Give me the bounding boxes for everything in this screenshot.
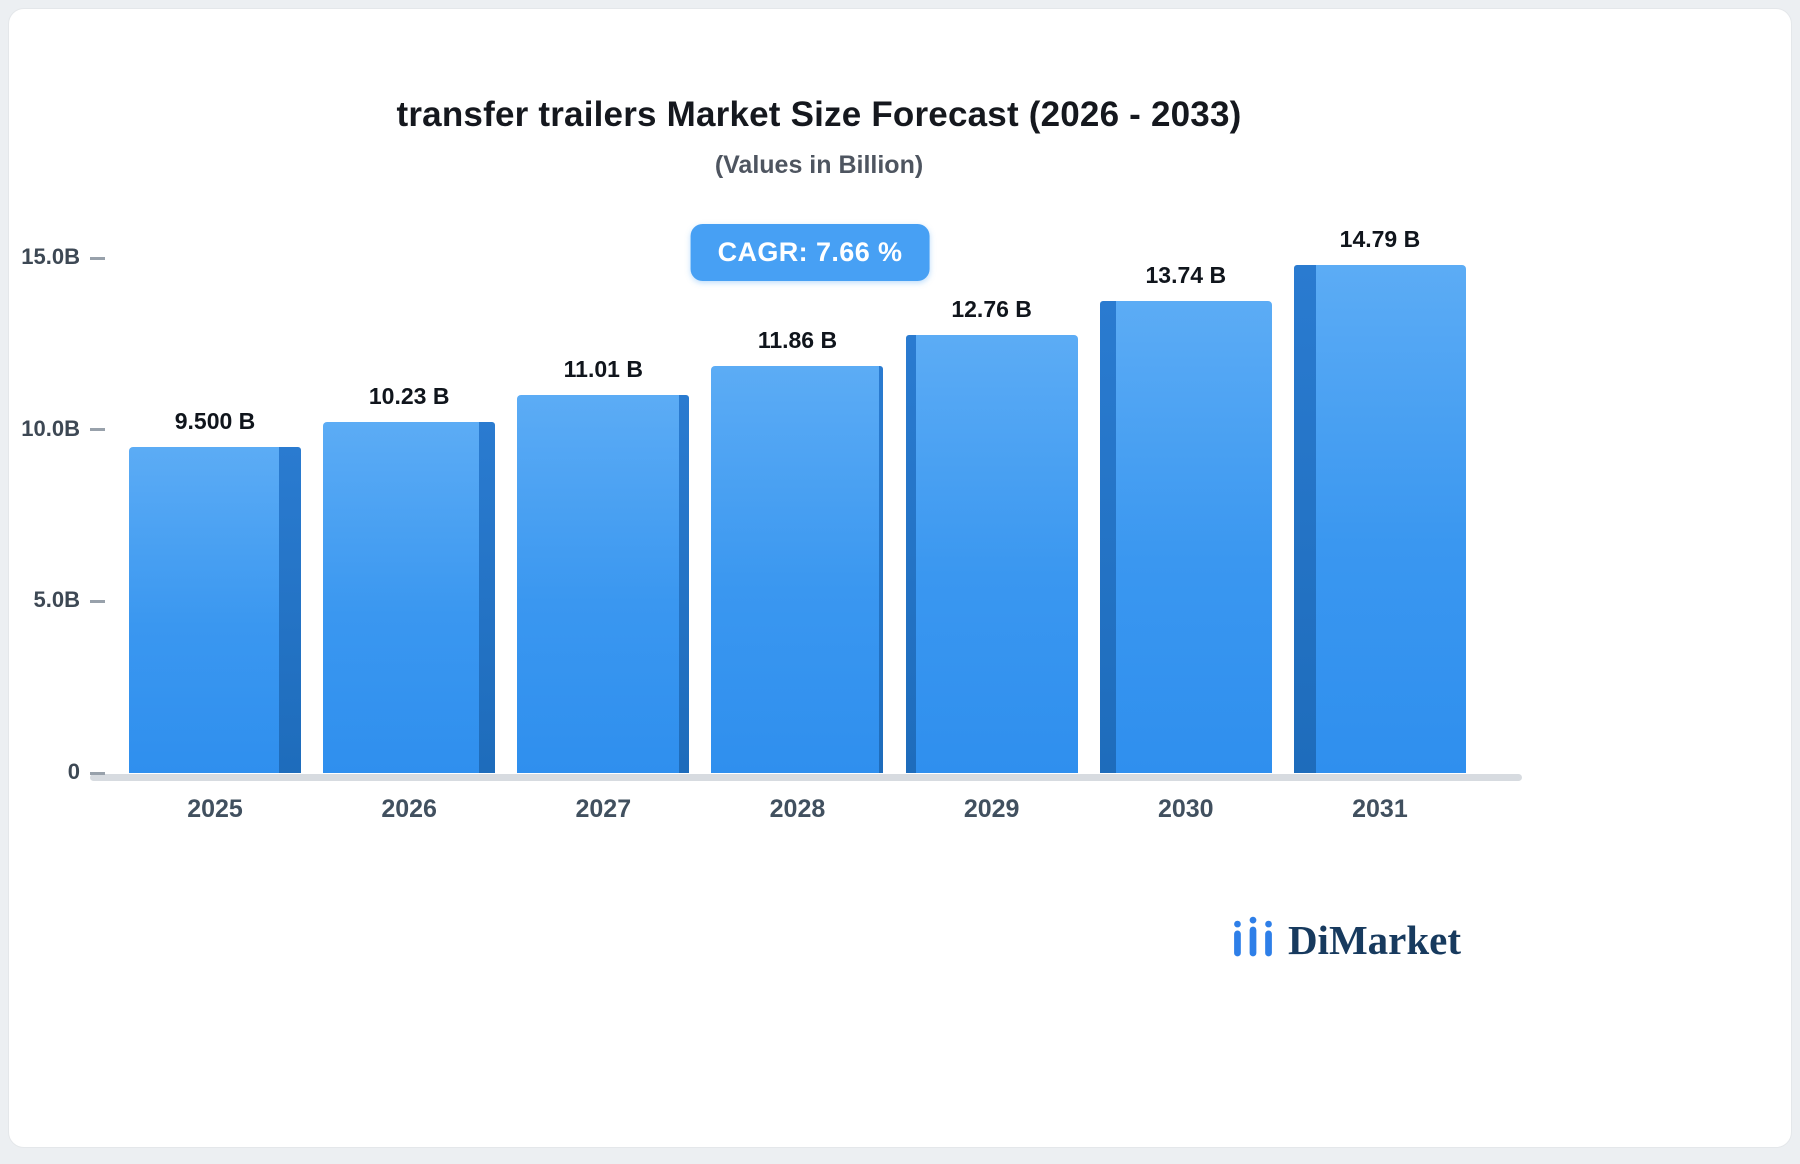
bar-group: 11.01 B [517,258,690,773]
bar-value-label: 11.01 B [563,356,643,382]
x-axis-label: 2027 [575,795,632,823]
bar-face [915,335,1078,773]
bar-group: 10.23 B [323,258,496,773]
bar-side-shadow [1293,265,1316,773]
dimarket-logo: DiMarket [1231,914,1461,965]
x-axis-label: 2026 [381,795,437,823]
y-axis-label: 15.0B [21,244,80,269]
bar-side-shadow [479,422,496,773]
dimarket-logo-icon [1231,914,1275,965]
bar [129,447,301,773]
bar-group: 11.86 B [711,258,884,773]
bar-side-shadow [679,395,690,773]
x-axis-labels: 2025 2026 2027 2028 2029 2030 2031 [104,795,1516,824]
y-axis-tick [90,771,105,775]
bar [905,335,1078,773]
bar-group: 9.500 B [129,258,301,773]
cagr-badge: CAGR: 7.66 % [690,224,930,281]
bar-value-label: 11.86 B [757,327,838,353]
x-axis-label: 2025 [187,795,243,823]
bar-group: 13.74 B [1099,258,1272,773]
bars-row: 9.500 B 10.23 B 11.01 B 11.86 B 12.76 B 13.74… [104,226,1516,773]
bar [1293,265,1466,773]
bar [517,395,690,773]
bar-side-shadow [879,366,884,773]
bar-face [323,422,480,773]
bar-group: 12.76 B [905,258,1078,773]
bar-side-shadow [1099,301,1116,773]
y-axis-tick [90,428,105,432]
x-axis-line [90,774,1522,781]
chart-subtitle: (Values in Billion) [714,151,924,179]
y-axis-tick [90,256,105,260]
bar-face [1115,301,1272,773]
bar [711,366,884,773]
y-axis-label: 0 [67,759,80,784]
bar-face [1315,265,1466,773]
y-axis-tick [90,599,105,603]
y-axis-label: 10.0B [21,415,80,441]
chart-title: transfer trailers Market Size Forecast (… [396,95,1242,134]
bar-value-label: 13.74 B [1145,262,1227,288]
bar-face [711,366,880,773]
chart-card: transfer trailers Market Size Forecast (… [8,8,1792,1148]
bar-value-label: 12.76 B [951,296,1032,322]
x-axis-label: 2028 [769,795,826,823]
bar-side-shadow [905,335,916,773]
chart-plot-area: CAGR: 7.66 % 9.500 B 10.23 B 11.01 B 11.86 … [21,224,1522,823]
bar [323,422,496,773]
bar-value-label: 9.500 B [174,408,256,434]
y-axis-label: 5.0B [33,587,80,613]
bar-value-label: 10.23 B [368,383,450,409]
x-axis-label: 2031 [1352,795,1408,823]
bar [1099,301,1272,773]
bar-face [517,395,680,773]
chart-header: transfer trailers Market Size Forecast (… [9,9,1629,180]
x-axis-label: 2029 [963,795,1020,823]
bar-side-shadow [279,447,301,773]
bar-group: 14.79 B [1293,226,1466,773]
bar-face [129,447,279,773]
dimarket-logo-text: DiMarket [1287,916,1461,963]
x-axis-label: 2030 [1157,795,1214,823]
bar-value-label: 14.79 B [1339,226,1421,252]
